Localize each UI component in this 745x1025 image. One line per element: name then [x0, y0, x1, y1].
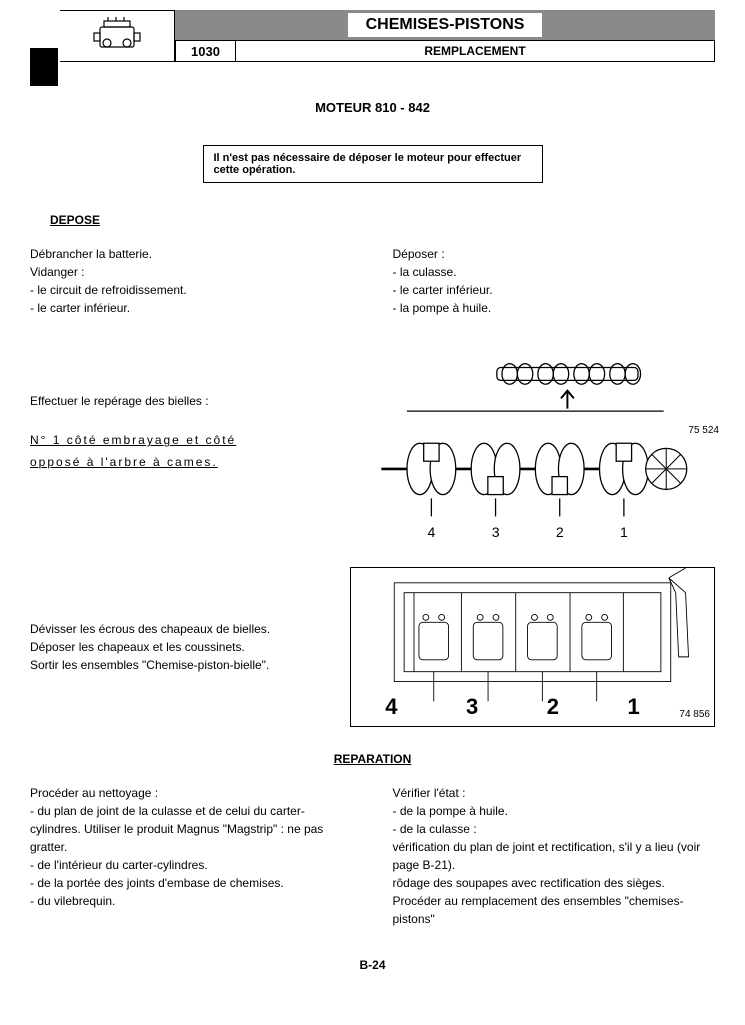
cyl-num: 2	[547, 694, 559, 720]
fig-label: 2	[556, 524, 564, 540]
text-line: - de la culasse :	[393, 820, 716, 838]
text-line: - du plan de joint de la culasse et de c…	[30, 802, 353, 856]
header-title: CHEMISES-PISTONS	[348, 13, 543, 37]
repair-columns: Procéder au nettoyage : - du plan de joi…	[30, 784, 715, 928]
fig-label: 4	[428, 524, 436, 540]
info-note: Il n'est pas nécessaire de déposer le mo…	[203, 145, 543, 183]
engine-block-row: Dévisser les écrous des chapeaux de biel…	[30, 567, 715, 727]
text-line: - le carter inférieur.	[393, 281, 716, 299]
engine-icon-box	[60, 10, 175, 62]
repair-left: Procéder au nettoyage : - du plan de joi…	[30, 784, 353, 928]
page-header: CHEMISES-PISTONS 1030 REMPLACEMENT	[30, 10, 715, 80]
fig-label: 3	[492, 524, 500, 540]
bielles-text: Effectuer le repérage des bielles : N° 1…	[30, 347, 310, 474]
text-line: - la culasse.	[393, 263, 716, 281]
crankshaft-figure: 4 3 2 1 75 524	[330, 347, 715, 557]
text-line: Effectuer le repérage des bielles :	[30, 392, 310, 411]
text-line: Sortir les ensembles "Chemise-piston-bie…	[30, 656, 330, 674]
figure-ref: 74 856	[679, 709, 710, 720]
header-code: 1030	[176, 41, 236, 61]
crankshaft-svg: 4 3 2 1	[330, 347, 715, 552]
text-line: Déposer :	[393, 245, 716, 263]
header-subtitle: REMPLACEMENT	[236, 44, 714, 58]
figure-ref: 75 524	[688, 425, 719, 436]
text-line: - de l'intérieur du carter-cylindres.	[30, 856, 353, 874]
engine-steps: Dévisser les écrous des chapeaux de biel…	[30, 620, 330, 674]
motor-title: MOTEUR 810 - 842	[30, 100, 715, 115]
text-line: - du vilebrequin.	[30, 892, 353, 910]
text-line: rôdage des soupapes avec rectification d…	[393, 874, 716, 892]
cylinder-numbers: 4 3 2 1	[351, 694, 674, 720]
text-line: - de la portée des joints d'embase de ch…	[30, 874, 353, 892]
side-tab	[30, 48, 58, 86]
underline-note: opposé à l'arbre à cames.	[30, 452, 310, 474]
underline-note: N° 1 côté embrayage et côté	[30, 430, 310, 452]
fig-label: 1	[620, 524, 628, 540]
cyl-num: 4	[385, 694, 397, 720]
engine-icon	[92, 17, 142, 55]
depose-left: Débrancher la batterie. Vidanger : - le …	[30, 245, 353, 317]
repair-right: Vérifier l'état : - de la pompe à huile.…	[393, 784, 716, 928]
text-line: Déposer les chapeaux et les coussinets.	[30, 638, 330, 656]
depose-right: Déposer : - la culasse. - le carter infé…	[393, 245, 716, 317]
engine-block-figure: 4 3 2 1 74 856	[350, 567, 715, 727]
depose-columns: Débrancher la batterie. Vidanger : - le …	[30, 245, 715, 317]
cyl-num: 1	[628, 694, 640, 720]
text-line: - la pompe à huile.	[393, 299, 716, 317]
section-depose: DEPOSE	[50, 213, 715, 227]
header-sub-bar: 1030 REMPLACEMENT	[175, 40, 715, 62]
text-line: - le circuit de refroidissement.	[30, 281, 353, 299]
text-line: Vérifier l'état :	[393, 784, 716, 802]
text-line: Débrancher la batterie.	[30, 245, 353, 263]
text-line: Dévisser les écrous des chapeaux de biel…	[30, 620, 330, 638]
text-line: - le carter inférieur.	[30, 299, 353, 317]
header-title-bar: CHEMISES-PISTONS	[175, 10, 715, 40]
text-line: Vidanger :	[30, 263, 353, 281]
text-line: vérification du plan de joint et rectifi…	[393, 838, 716, 874]
cyl-num: 3	[466, 694, 478, 720]
section-reparation: REPARATION	[30, 752, 715, 766]
text-line: Procéder au nettoyage :	[30, 784, 353, 802]
page-number: B-24	[30, 958, 715, 972]
text-line: Procéder au remplacement des ensembles "…	[393, 892, 716, 928]
text-line: - de la pompe à huile.	[393, 802, 716, 820]
bielles-row: Effectuer le repérage des bielles : N° 1…	[30, 347, 715, 557]
